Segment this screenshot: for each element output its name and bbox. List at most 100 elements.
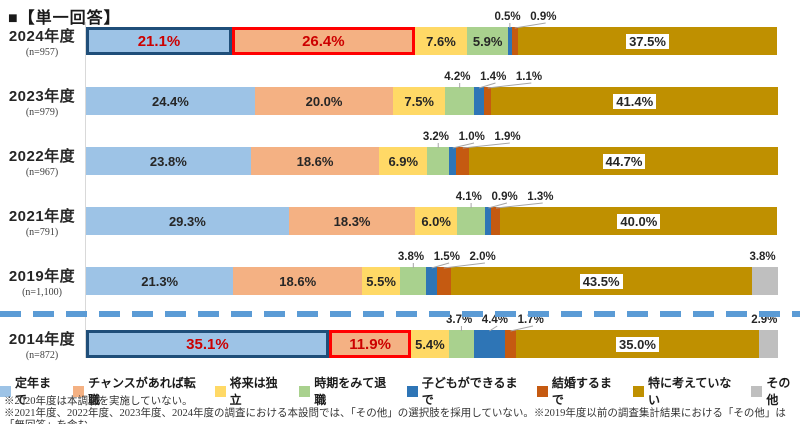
segment-その他	[758, 330, 778, 358]
segment-value-label: 26.4%	[302, 32, 345, 50]
segment-value-callout: 3.2%	[422, 131, 450, 143]
segment-時期をみて退職: 5.9%	[467, 27, 509, 55]
segment-value-label: 21.1%	[137, 32, 181, 50]
segment-value-label: 5.5%	[366, 273, 396, 289]
segment-特に考えていない: 44.7%	[469, 147, 778, 175]
segment-特に考えていない: 43.5%	[450, 267, 752, 295]
segment-value-label: 37.5%	[626, 33, 669, 49]
segment-value-callout: 2.0%	[469, 251, 496, 263]
segment-value-callout: 3.8%	[397, 251, 425, 263]
segment-将来は独立: 5.4%	[411, 330, 449, 358]
legend-item-将来は独立: 将来は独立	[214, 374, 287, 408]
legend-swatch-icon	[299, 385, 311, 397]
segment-子どもができるまで	[449, 147, 457, 175]
bar-2019年度: 21.3% 18.6% 5.5% 43.5%	[86, 267, 778, 295]
segment-チャンスがあれば転職: 18.6%	[233, 267, 363, 295]
segment-value-label: 40.0%	[617, 213, 661, 229]
segment-value-callout: 1.5%	[433, 251, 460, 263]
sample-size-label: (n=957)	[25, 47, 59, 58]
footnotes: ※2020年度は本調査を実施していない。 ※2021年度、2022年度、2023…	[4, 396, 798, 424]
legend-swatch-icon	[406, 385, 418, 397]
segment-value-label: 7.5%	[404, 93, 434, 109]
segment-時期をみて退職	[448, 330, 475, 358]
segment-value-label: 35.0%	[616, 336, 659, 352]
bar-2014年度: 35.1% 11.9% 5.4% 35.0%	[86, 330, 778, 358]
segment-value-callout: 2.9%	[751, 314, 778, 326]
segment-チャンスがあれば転職: 18.6%	[250, 147, 380, 175]
segment-value-label: 6.0%	[421, 213, 451, 229]
legend-label: 時期をみて退職	[314, 376, 387, 407]
segment-value-callout: 1.1%	[515, 71, 543, 83]
segment-結婚するまで	[456, 147, 470, 175]
legend-item-特に考えていない: 特に考えていない	[632, 374, 738, 408]
segment-結婚するまで	[504, 330, 517, 358]
segment-定年まで: 23.8%	[86, 147, 251, 175]
segment-特に考えていない: 35.0%	[516, 330, 759, 358]
bar-2022年度: 23.8% 18.6% 6.9% 44.7%	[86, 147, 778, 175]
segment-value-label: 7.6%	[426, 33, 456, 49]
segment-子どもができるまで	[508, 27, 512, 55]
segment-value-callout: 4.4%	[481, 314, 509, 326]
row-label-2024年度: 2024年度 (n=957)	[0, 25, 84, 58]
year-label: 2022年度	[8, 148, 76, 165]
segment-value-callout: 4.2%	[444, 71, 471, 83]
segment-value-label: 41.4%	[613, 93, 657, 109]
segment-特に考えていない: 40.0%	[500, 207, 778, 235]
segment-定年まで: 24.4%	[86, 87, 255, 115]
bar-2024年度: 21.1% 26.4% 7.6% 5.9% 37.5%	[86, 27, 778, 55]
legend-swatch-icon	[632, 385, 644, 397]
segment-value-callout: 1.0%	[458, 131, 485, 143]
segment-value-label: 5.4%	[415, 336, 445, 352]
bar-2021年度: 29.3% 18.3% 6.0% 40.0%	[86, 207, 778, 235]
segment-value-label: 6.9%	[388, 153, 419, 169]
sample-size-label: (n=1,100)	[22, 287, 62, 298]
legend-swatch-icon	[751, 385, 763, 397]
y-axis-line	[85, 22, 86, 358]
segment-子どもができるまで	[485, 207, 492, 235]
segment-チャンスがあれば転職: 11.9%	[328, 330, 412, 358]
year-label: 2019年度	[8, 268, 76, 285]
segment-将来は独立: 5.5%	[362, 267, 401, 295]
legend-label: 特に考えていない	[647, 376, 732, 407]
segment-定年まで: 29.3%	[86, 207, 289, 235]
legend-item-子どもができるまで: 子どもができるまで	[406, 374, 524, 408]
segment-value-callout: 3.7%	[446, 314, 473, 326]
segment-value-label: 20.0%	[305, 93, 343, 109]
segment-value-callout: 1.9%	[494, 131, 521, 143]
segment-value-callout: 3.8%	[749, 251, 776, 263]
segment-定年まで: 35.1%	[86, 330, 329, 358]
segment-特に考えていない: 41.4%	[491, 87, 778, 115]
segment-チャンスがあれば転職: 18.3%	[288, 207, 416, 235]
row-label-2019年度: 2019年度 (n=1,100)	[0, 265, 84, 298]
segment-将来は独立: 7.5%	[393, 87, 446, 115]
segment-value-callout: 0.9%	[530, 11, 557, 23]
segment-子どもができるまで	[474, 330, 505, 358]
segment-結婚するまで	[511, 27, 518, 55]
sample-size-label: (n=791)	[25, 227, 59, 238]
segment-value-label: 18.3%	[333, 213, 371, 229]
legend-item-時期をみて退職: 時期をみて退職	[299, 374, 394, 408]
legend: 定年まで チャンスがあれば転職 将来は独立 時期をみて退職 子どもができるまで 結婚するま…	[0, 374, 800, 408]
row-label-2023年度: 2023年度 (n=979)	[0, 85, 84, 118]
segment-結婚するまで	[436, 267, 451, 295]
row-label-2021年度: 2021年度 (n=791)	[0, 205, 84, 238]
segment-時期をみて退職	[400, 267, 427, 295]
legend-item-その他: その他	[751, 374, 800, 408]
segment-その他	[751, 267, 778, 295]
segment-定年まで: 21.1%	[86, 27, 232, 55]
segment-value-label: 21.3%	[141, 273, 179, 289]
segment-value-label: 23.8%	[149, 153, 187, 169]
segment-将来は独立: 6.9%	[379, 147, 428, 175]
segment-value-label: 43.5%	[579, 273, 623, 289]
footnote-line-2: ※2021年度、2022年度、2023年度、2024年度の調査における本設問では…	[4, 408, 786, 424]
segment-value-callout: 1.7%	[517, 314, 544, 326]
stacked-bar-chart: 2024年度 (n=957) 21.1% 26.4% 7.6% 5.9% 37.5% 0.5%…	[0, 11, 778, 361]
legend-item-チャンスがあれば転職: チャンスがあれば転職	[73, 374, 202, 408]
segment-value-callout: 4.1%	[455, 191, 482, 203]
segment-value-label: 29.3%	[168, 213, 206, 229]
segment-value-callout: 1.4%	[480, 71, 507, 83]
segment-定年まで: 21.3%	[86, 267, 234, 295]
segment-value-label: 11.9%	[349, 335, 391, 353]
row-label-2022年度: 2022年度 (n=967)	[0, 145, 84, 178]
